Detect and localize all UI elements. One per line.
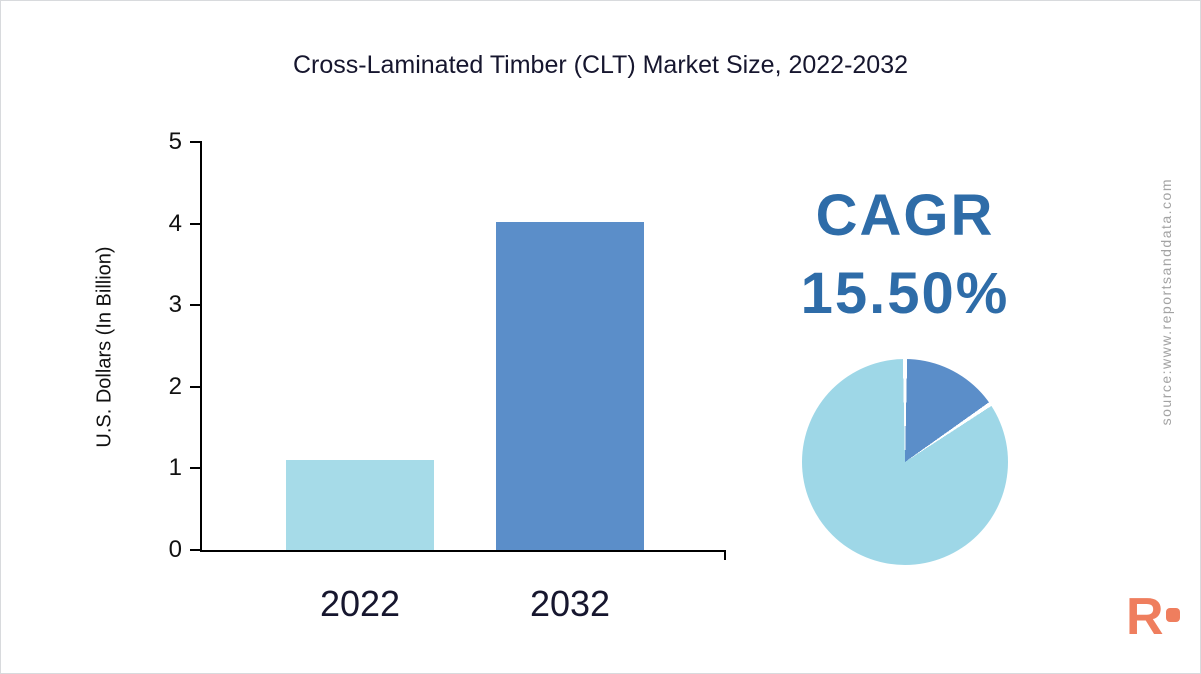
cagr-pie-chart [802,359,1008,565]
x-label-2032: 2032 [529,583,611,624]
y-tick-mark [190,386,200,388]
bar-2022 [286,460,434,550]
y-tick-mark [190,467,200,469]
y-tick-label-5: 5 [168,128,182,155]
y-axis-label: U.S. Dollars (In Billion) [93,246,116,448]
reportsanddata-logo: R [1126,588,1184,646]
bar-2032 [496,222,644,550]
cagr-value: 15.50% [800,261,1010,326]
source-credit: source:www.reportsanddata.com [1158,178,1174,426]
y-tick-mark [190,549,200,551]
y-axis-line [200,141,202,552]
y-tick-mark [190,223,200,225]
y-tick-mark [190,304,200,306]
chart-title: Cross-Laminated Timber (CLT) Market Size… [292,51,909,79]
y-tick-label-2: 2 [168,373,182,400]
x-axis-end-tick [724,550,726,560]
x-axis-line [200,550,726,552]
y-tick-label-4: 4 [168,210,182,237]
y-tick-label-3: 3 [168,291,182,318]
y-tick-label-1: 1 [168,454,182,481]
x-label-2022: 2022 [319,583,401,624]
cagr-label: CAGR [815,183,995,248]
y-tick-mark [190,141,200,143]
y-tick-label-0: 0 [168,536,182,563]
logo-dot [1166,608,1180,622]
logo-letter: R [1126,588,1164,646]
